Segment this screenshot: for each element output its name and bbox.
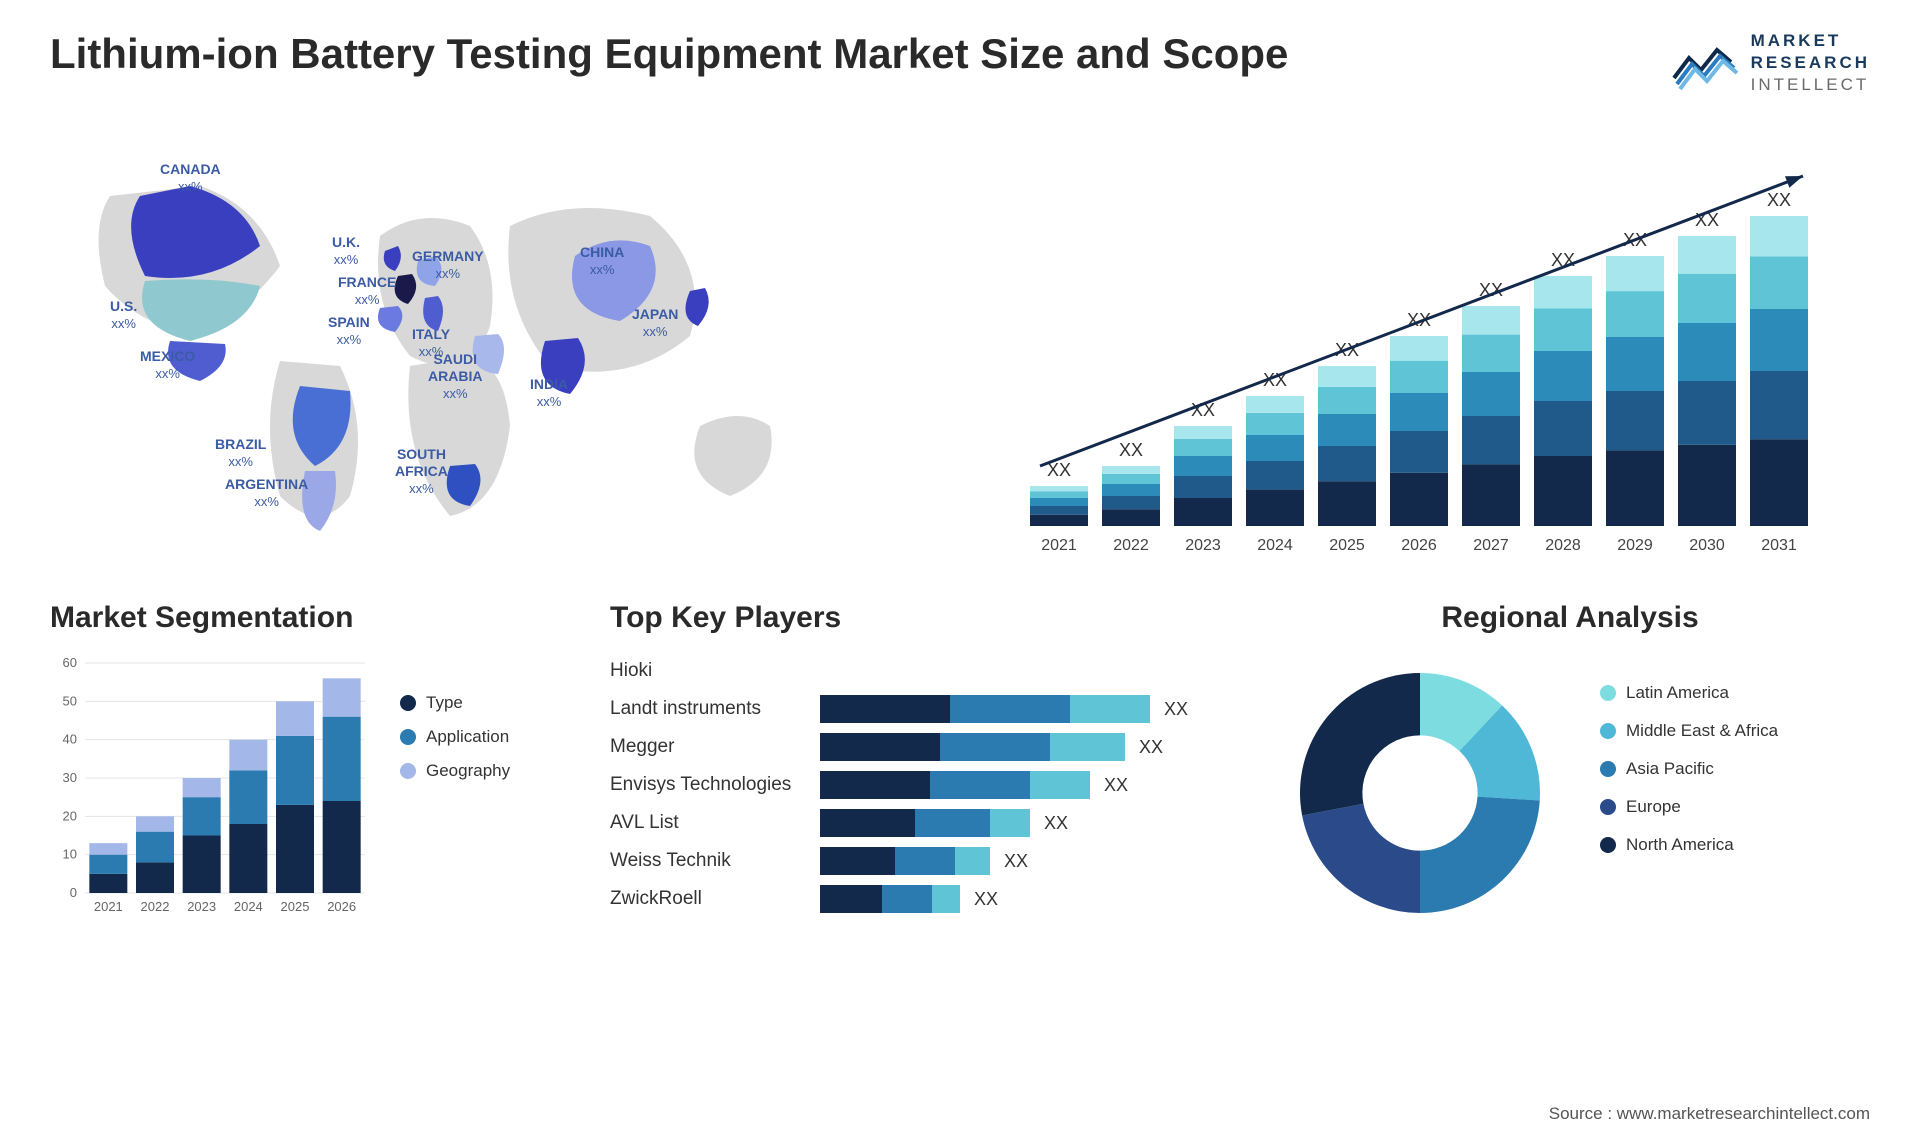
map-label: SAUDIARABIAxx% [428,351,482,401]
legend-item: Type [400,693,510,713]
map-label: SPAINxx% [328,314,370,348]
svg-text:2026: 2026 [1401,537,1437,554]
svg-text:2021: 2021 [94,899,123,914]
svg-text:30: 30 [63,770,77,785]
svg-text:2029: 2029 [1617,537,1653,554]
player-row: AVL List XX [610,805,1230,841]
player-row: Megger XX [610,729,1230,765]
segmentation-panel: Market Segmentation 0 10 20 30 40 50 60 2021 202… [50,601,570,941]
map-label: GERMANYxx% [412,248,484,282]
forecast-chart-panel: XX2021XX2022XX2023XX2024XX2025XX2026XX20… [990,126,1870,566]
svg-text:2024: 2024 [1257,537,1293,554]
legend-item: Application [400,727,510,747]
svg-text:0: 0 [70,885,77,900]
player-bar [820,771,1090,799]
svg-text:XX: XX [1767,190,1791,210]
player-name: Landt instruments [610,698,820,720]
player-name: ZwickRoell [610,888,820,910]
legend-item: Middle East & Africa [1600,721,1778,741]
player-value: XX [1044,813,1068,834]
player-bar [820,695,1150,723]
player-name: Megger [610,736,820,758]
svg-text:2023: 2023 [187,899,216,914]
map-label: CANADAxx% [160,161,221,195]
logo-line3: INTELLECT [1751,74,1870,96]
svg-text:40: 40 [63,732,77,747]
players-panel: Top Key Players Hioki Landt instruments XX… [610,601,1230,941]
player-name: Envisys Technologies [610,774,820,796]
map-label: CHINAxx% [580,244,624,278]
map-label: INDIAxx% [530,376,568,410]
svg-text:2023: 2023 [1185,537,1221,554]
regional-title: Regional Analysis [1270,601,1870,635]
svg-text:20: 20 [63,809,77,824]
svg-text:2031: 2031 [1761,537,1797,554]
legend-item: Europe [1600,797,1778,817]
svg-text:2026: 2026 [327,899,356,914]
segmentation-legend: Type Application Geography [400,693,510,781]
svg-text:2030: 2030 [1689,537,1725,554]
segmentation-chart: 0 10 20 30 40 50 60 2021 2022 2023 2024 2025 2026 [50,653,380,923]
player-bar [820,809,1030,837]
source-attribution: Source : www.marketresearchintellect.com [1549,1104,1870,1124]
svg-text:60: 60 [63,655,77,670]
regional-donut [1270,653,1570,933]
player-row: Hioki [610,653,1230,689]
logo-line1: MARKET [1751,31,1842,50]
player-name: AVL List [610,812,820,834]
svg-text:XX: XX [1119,440,1143,460]
player-value: XX [1104,775,1128,796]
map-label: JAPANxx% [632,306,678,340]
svg-text:2027: 2027 [1473,537,1509,554]
legend-item: North America [1600,835,1778,855]
player-row: ZwickRoell XX [610,881,1230,917]
player-value: XX [1004,851,1028,872]
player-bar [820,847,990,875]
player-row: Weiss Technik XX [610,843,1230,879]
regional-panel: Regional Analysis Latin America Middle Ea… [1270,601,1870,941]
svg-text:50: 50 [63,694,77,709]
map-label: ARGENTINAxx% [225,476,308,510]
svg-text:10: 10 [63,847,77,862]
player-name: Hioki [610,660,820,682]
player-name: Weiss Technik [610,850,820,872]
player-value: XX [1139,737,1163,758]
legend-item: Geography [400,761,510,781]
map-label: MEXICOxx% [140,348,195,382]
brand-logo: MARKET RESEARCH INTELLECT [1669,30,1870,96]
logo-icon [1669,36,1739,91]
legend-item: Asia Pacific [1600,759,1778,779]
player-row: Envisys Technologies XX [610,767,1230,803]
map-label: U.S.xx% [110,298,137,332]
forecast-chart: XX2021XX2022XX2023XX2024XX2025XX2026XX20… [990,126,1870,566]
regional-legend: Latin America Middle East & Africa Asia Pa… [1600,683,1778,855]
map-label: U.K.xx% [332,234,360,268]
svg-text:2025: 2025 [1329,537,1365,554]
logo-line2: RESEARCH [1751,53,1870,72]
player-value: XX [1164,699,1188,720]
page-title: Lithium-ion Battery Testing Equipment Ma… [50,30,1288,78]
map-label: FRANCExx% [338,274,396,308]
player-value: XX [974,889,998,910]
svg-text:2021: 2021 [1041,537,1077,554]
svg-text:2028: 2028 [1545,537,1581,554]
player-bar [820,733,1125,761]
world-map-panel: CANADAxx% U.S.xx%MEXICOxx% BRAZILxx% ARGENT… [50,126,950,566]
svg-text:2024: 2024 [234,899,263,914]
svg-text:2022: 2022 [1113,537,1149,554]
svg-text:2022: 2022 [141,899,170,914]
players-title: Top Key Players [610,601,1230,635]
segmentation-title: Market Segmentation [50,601,570,635]
player-bar [820,885,960,913]
legend-item: Latin America [1600,683,1778,703]
svg-text:2025: 2025 [281,899,310,914]
map-label: SOUTHAFRICAxx% [395,446,448,496]
map-label: BRAZILxx% [215,436,266,470]
player-row: Landt instruments XX [610,691,1230,727]
